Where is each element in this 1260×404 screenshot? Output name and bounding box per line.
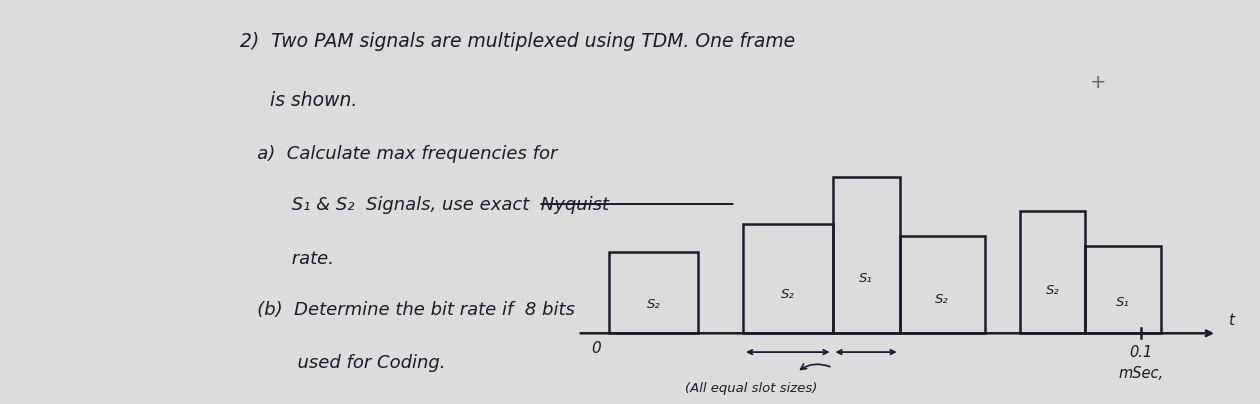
- Text: 2)  Two PAM signals are multiplexed using TDM. One frame: 2) Two PAM signals are multiplexed using…: [239, 32, 795, 51]
- Text: used for Coding.: used for Coding.: [239, 354, 445, 372]
- Text: t: t: [1227, 313, 1234, 328]
- Bar: [743, 224, 833, 333]
- Text: 0: 0: [591, 341, 601, 356]
- Bar: [1021, 211, 1085, 333]
- Text: S₂: S₂: [935, 293, 949, 306]
- Text: 0.1: 0.1: [1129, 345, 1153, 360]
- Text: S₂: S₂: [1046, 284, 1060, 297]
- Text: mSec,: mSec,: [1119, 366, 1163, 381]
- Bar: [609, 252, 698, 333]
- Text: S₂: S₂: [781, 288, 795, 301]
- Text: S₁ & S₂  Signals, use exact  Nyquist: S₁ & S₂ Signals, use exact Nyquist: [239, 196, 609, 214]
- Bar: [1085, 246, 1160, 333]
- Text: is shown.: is shown.: [239, 91, 357, 110]
- Text: S₁: S₁: [859, 272, 873, 285]
- Text: rate.: rate.: [239, 250, 334, 269]
- Text: (All equal slot sizes): (All equal slot sizes): [685, 382, 818, 395]
- Text: S₂: S₂: [646, 298, 660, 311]
- Bar: [900, 236, 984, 333]
- Text: +: +: [1090, 73, 1106, 92]
- Text: (b)  Determine the bit rate if  8 bits: (b) Determine the bit rate if 8 bits: [239, 301, 575, 319]
- Text: a)  Calculate max frequencies for: a) Calculate max frequencies for: [239, 145, 557, 164]
- Text: S₁: S₁: [1116, 296, 1129, 309]
- Bar: [833, 177, 900, 333]
